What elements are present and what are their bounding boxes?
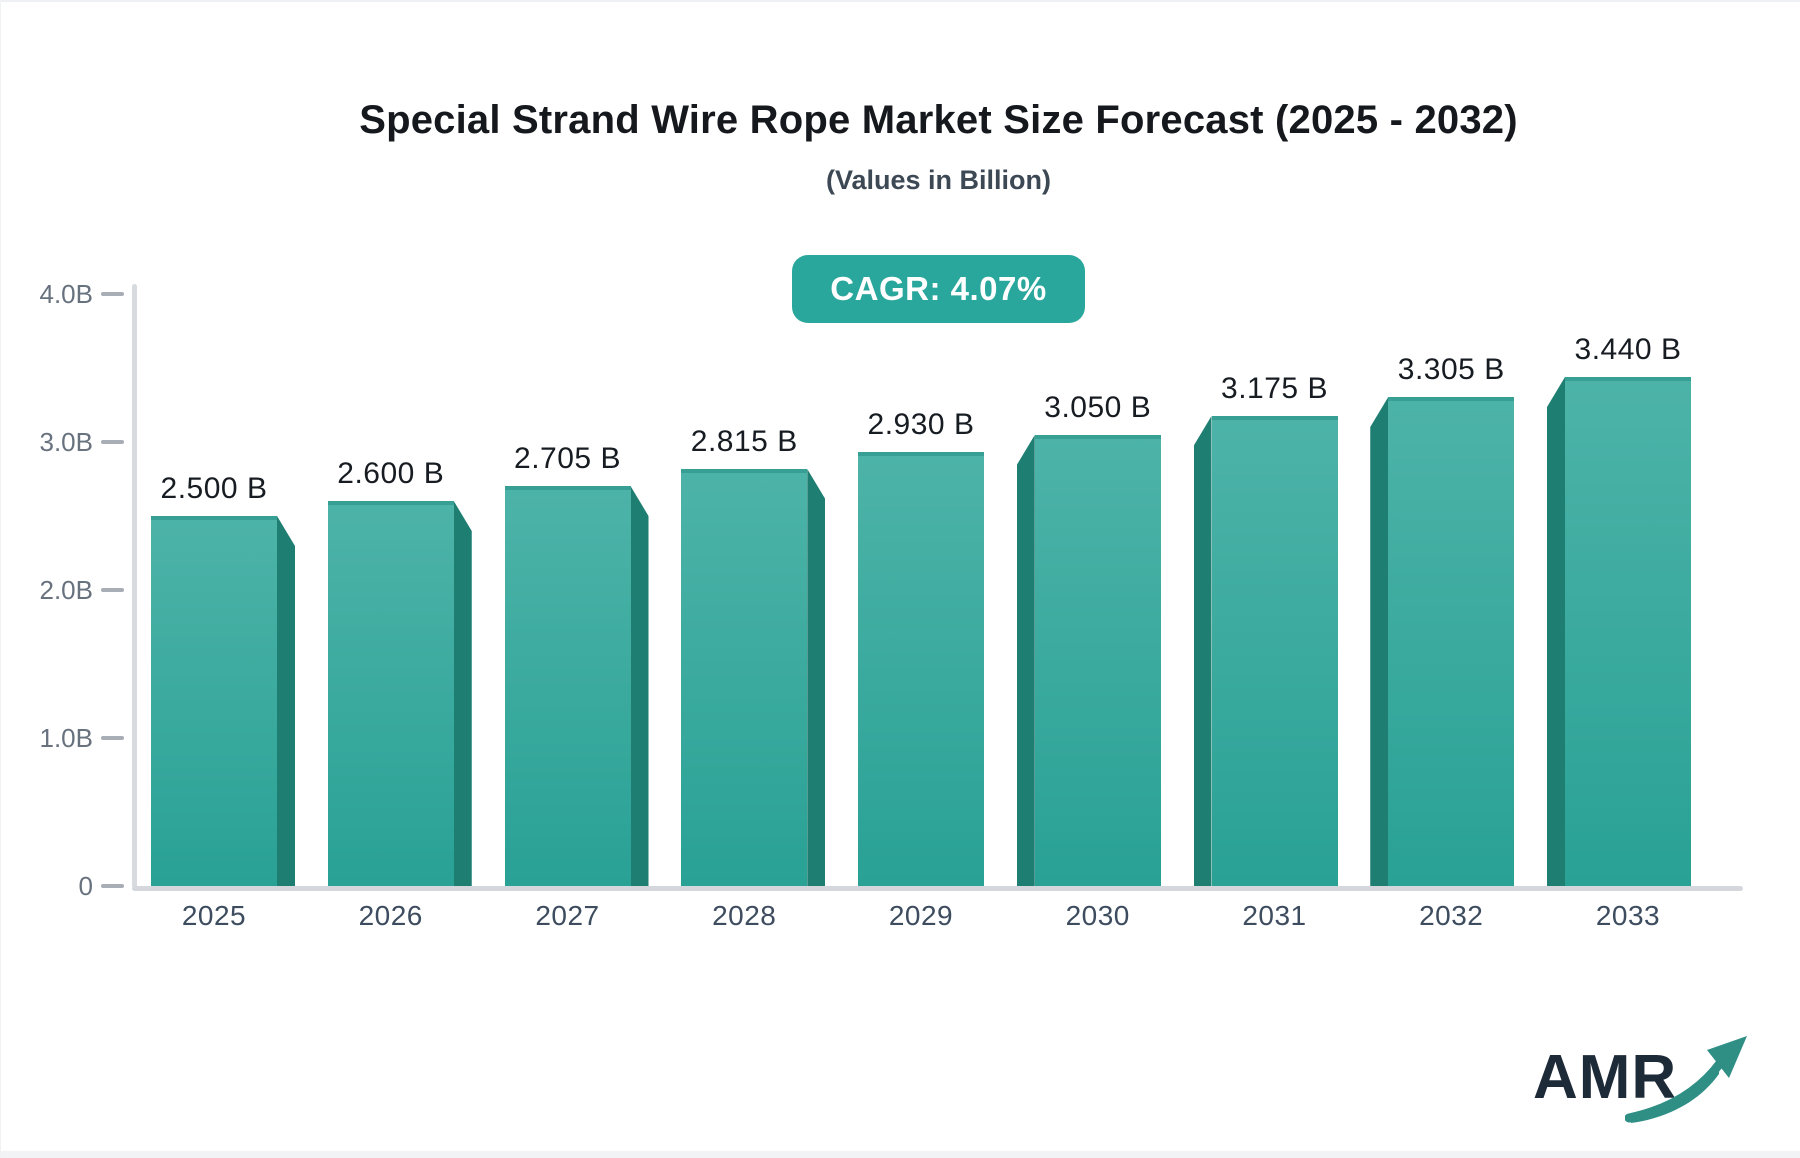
amr-logo-text: AMR xyxy=(1533,1043,1678,1112)
x-axis-label: 2027 xyxy=(535,900,600,931)
bar-value-label: 2.600 B xyxy=(337,457,445,490)
x-axis-label: 2028 xyxy=(712,900,777,931)
bar-2030 xyxy=(1034,435,1161,886)
x-axis-line xyxy=(132,886,1743,891)
bar-2026 xyxy=(327,501,454,886)
y-tick-mark xyxy=(101,884,124,888)
x-axis-label: 2025 xyxy=(181,900,247,931)
y-tick-mark xyxy=(101,588,124,592)
x-axis-label: 2032 xyxy=(1419,900,1484,931)
bar-side-face xyxy=(1370,397,1389,886)
bar-value-label: 2.500 B xyxy=(160,472,268,505)
bar-side-face xyxy=(277,516,295,886)
x-axis-label: 2033 xyxy=(1595,900,1661,931)
bar-value-label: 3.305 B xyxy=(1397,353,1505,386)
bar-side-face xyxy=(807,469,826,886)
x-axis-label: 2026 xyxy=(358,900,423,931)
bar-value-label: 3.175 B xyxy=(1221,372,1328,405)
amr-logo: AMR xyxy=(1533,1028,1747,1128)
bar-value-label: 2.815 B xyxy=(690,425,798,458)
y-tick-label: 1.0B xyxy=(39,723,94,753)
y-tick-mark xyxy=(101,736,124,740)
bar-side-face xyxy=(1193,416,1212,886)
bar-value-label: 3.050 B xyxy=(1044,391,1152,424)
y-tick-mark xyxy=(101,292,124,296)
bar-2033 xyxy=(1565,377,1691,886)
bar-2029 xyxy=(858,452,984,886)
bar-2031 xyxy=(1211,416,1338,886)
cagr-badge-row: CAGR: 4.07% xyxy=(134,255,1743,323)
growth-arrow-icon xyxy=(1625,1036,1747,1123)
bar-side-face xyxy=(1547,377,1565,886)
bar-value-label: 3.440 B xyxy=(1574,333,1682,366)
bar-2027 xyxy=(504,486,631,886)
y-tick-label: 4.0B xyxy=(39,279,94,309)
chart-subtitle: (Values in Billion) xyxy=(825,165,1052,195)
bar-2032 xyxy=(1388,397,1515,886)
y-tick-mark xyxy=(101,440,124,444)
y-tick-label: 2.0B xyxy=(39,575,94,605)
bar-2028 xyxy=(681,469,808,886)
bar-side-face xyxy=(453,501,472,886)
bottom-edge-strip xyxy=(1,1151,1800,1158)
x-axis-label: 2030 xyxy=(1065,900,1130,931)
chart-title: Special Strand Wire Rope Market Size For… xyxy=(359,98,1518,142)
y-tick-label: 3.0B xyxy=(39,427,94,457)
y-tick-label: 0 xyxy=(78,871,93,901)
x-axis-label: 2029 xyxy=(888,900,954,931)
cagr-badge: CAGR: 4.07% xyxy=(792,255,1085,323)
x-axis-label: 2031 xyxy=(1242,900,1307,931)
bar-side-face xyxy=(1016,435,1035,886)
bar-value-label: 2.930 B xyxy=(867,408,975,441)
bar-2025 xyxy=(151,516,277,886)
bar-value-label: 2.705 B xyxy=(514,442,621,475)
bar-side-face xyxy=(630,486,649,886)
y-axis-line xyxy=(132,284,137,888)
